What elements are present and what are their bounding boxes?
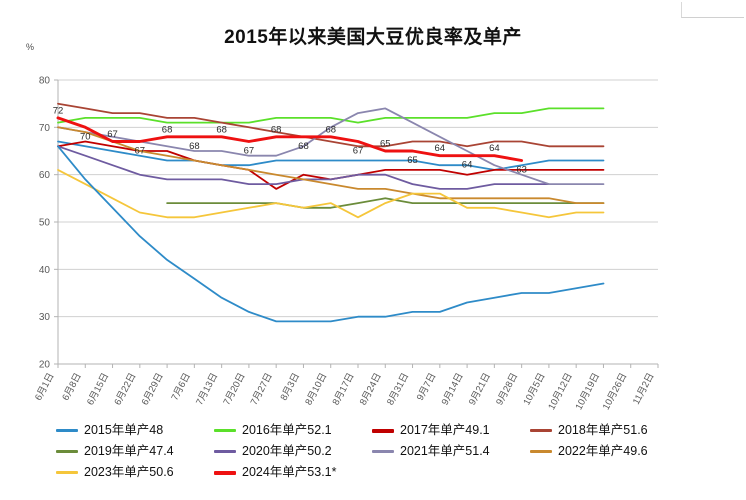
series-line	[57, 126, 605, 204]
data-point-label: 70	[80, 131, 91, 142]
x-axis-tick-label: 9月28日	[494, 371, 520, 407]
x-axis-tick-label: 8月31日	[385, 371, 411, 407]
series-line	[57, 107, 605, 185]
legend-color-swatch	[530, 429, 552, 432]
x-axis-tick-label: 6月1日	[33, 371, 57, 402]
data-point-label: 64	[462, 160, 473, 171]
y-axis-tick-label: 70	[39, 123, 51, 134]
legend-color-swatch	[56, 471, 78, 474]
y-axis-tick-label: 30	[39, 312, 51, 323]
legend-item-label: 2019年单产47.4	[84, 444, 174, 459]
y-axis-unit-label: %	[26, 42, 35, 52]
data-point-label: 68	[271, 124, 282, 135]
data-point-label: 63	[516, 164, 527, 175]
legend-color-swatch	[214, 470, 236, 475]
legend-item-label: 2017年单产49.1	[400, 423, 490, 438]
x-axis-tick-label: 8月24日	[358, 371, 384, 407]
x-axis-tick-label: 7月27日	[249, 371, 275, 407]
legend-item[interactable]: 2016年单产52.1	[214, 424, 372, 437]
legend-item[interactable]: 2019年单产47.4	[56, 445, 214, 458]
y-axis-tick-label: 40	[39, 265, 51, 276]
legend-color-swatch	[372, 428, 394, 433]
x-axis-tick-label: 6月15日	[85, 371, 111, 407]
x-axis-tick-label: 7月13日	[194, 371, 220, 407]
legend-item[interactable]: 2017年单产49.1	[372, 424, 530, 437]
x-axis-tick-label: 6月29日	[140, 371, 166, 407]
data-point-label: 68	[298, 141, 309, 152]
chart-title: 2015年以来美国大豆优良率及单产	[224, 27, 522, 48]
x-axis-tick-label: 10月26日	[601, 371, 630, 412]
x-axis-tick-label: 9月7日	[415, 371, 439, 402]
chart-legend: 2015年单产48 2016年单产52.1 2017年单产49.1 2018年单产51…	[56, 420, 696, 483]
data-point-label: 67	[244, 146, 255, 157]
x-axis-tick-label: 10月19日	[574, 371, 603, 412]
legend-item-label: 2015年单产48	[84, 423, 164, 438]
series-line	[57, 145, 605, 323]
y-axis-ticks-group: 20 30 40 50 60 70 80	[39, 76, 58, 371]
legend-color-swatch	[214, 429, 236, 432]
legend-item-label: 2022年单产49.6	[558, 444, 648, 459]
legend-color-swatch	[372, 450, 394, 453]
x-axis-tick-label: 8月17日	[331, 371, 357, 407]
data-point-label: 68	[216, 124, 227, 135]
legend-item-label: 2021年单产51.4	[400, 444, 490, 459]
y-axis-tick-label: 20	[39, 360, 51, 371]
y-axis-tick-label: 60	[39, 170, 51, 181]
legend-item[interactable]: 2024年单产53.1*	[214, 466, 372, 479]
point-labels-group: 72 70 67 67 68 68 68 67 68 68 68 67 65 65 64 64 64 63	[53, 105, 527, 175]
legend-item[interactable]: 2022年单产49.6	[530, 445, 688, 458]
x-axis-tick-label: 8月3日	[279, 371, 303, 402]
data-point-label: 68	[189, 141, 200, 152]
legend-item-label: 2018年单产51.6	[558, 423, 648, 438]
legend-item[interactable]: 2021年单产51.4	[372, 445, 530, 458]
data-point-label: 67	[107, 129, 118, 140]
series-line	[57, 102, 605, 148]
x-axis-tick-label: 10月5日	[521, 371, 547, 407]
legend-item-label: 2024年单产53.1*	[242, 465, 337, 480]
x-axis-ticks-group: 6月1日 6月8日 6月15日 6月22日 6月29日 7月6日 7月13日 7月20日 7月2…	[33, 364, 659, 412]
legend-color-swatch	[214, 450, 236, 453]
series-line	[57, 107, 605, 124]
series-group	[56, 102, 605, 323]
legend-item[interactable]: 2023年单产50.6	[56, 466, 214, 479]
data-point-label: 64	[435, 143, 446, 154]
legend-color-swatch	[56, 429, 78, 432]
series-line	[57, 145, 550, 190]
legend-color-swatch	[56, 450, 78, 453]
x-axis-tick-label: 9月14日	[440, 371, 466, 407]
data-point-label: 68	[325, 124, 336, 135]
series-line	[57, 169, 605, 219]
x-axis-tick-label: 10月12日	[546, 371, 575, 412]
data-point-label: 67	[353, 146, 364, 157]
x-axis-tick-label: 9月21日	[467, 371, 493, 407]
y-axis-tick-label: 80	[39, 76, 51, 87]
legend-item[interactable]: 2020年单产50.2	[214, 445, 372, 458]
data-point-label: 65	[407, 155, 418, 166]
legend-item-label: 2016年单产52.1	[242, 423, 332, 438]
data-point-label: 65	[380, 139, 391, 150]
x-axis-tick-label: 6月8日	[60, 371, 84, 402]
legend-item[interactable]: 2018年单产51.6	[530, 424, 688, 437]
legend-item[interactable]: 2015年单产48	[56, 424, 214, 437]
corner-artifact	[681, 2, 744, 18]
series-line	[166, 197, 605, 209]
data-point-label: 72	[53, 105, 64, 116]
data-point-label: 68	[162, 124, 173, 135]
data-point-label: 64	[489, 143, 500, 154]
x-axis-tick-label: 6月22日	[112, 371, 138, 407]
x-axis-tick-label: 11月2日	[631, 371, 657, 406]
y-axis-tick-label: 50	[39, 218, 51, 229]
legend-color-swatch	[530, 450, 552, 453]
legend-item-label: 2023年单产50.6	[84, 465, 174, 480]
series-line	[56, 116, 524, 162]
x-axis-tick-label: 7月6日	[169, 371, 193, 402]
data-point-label: 67	[135, 146, 146, 157]
series-line	[57, 140, 605, 171]
legend-item-label: 2020年单产50.2	[242, 444, 332, 459]
x-axis-tick-label: 7月20日	[221, 371, 247, 407]
x-axis-tick-label: 8月10日	[303, 371, 329, 407]
